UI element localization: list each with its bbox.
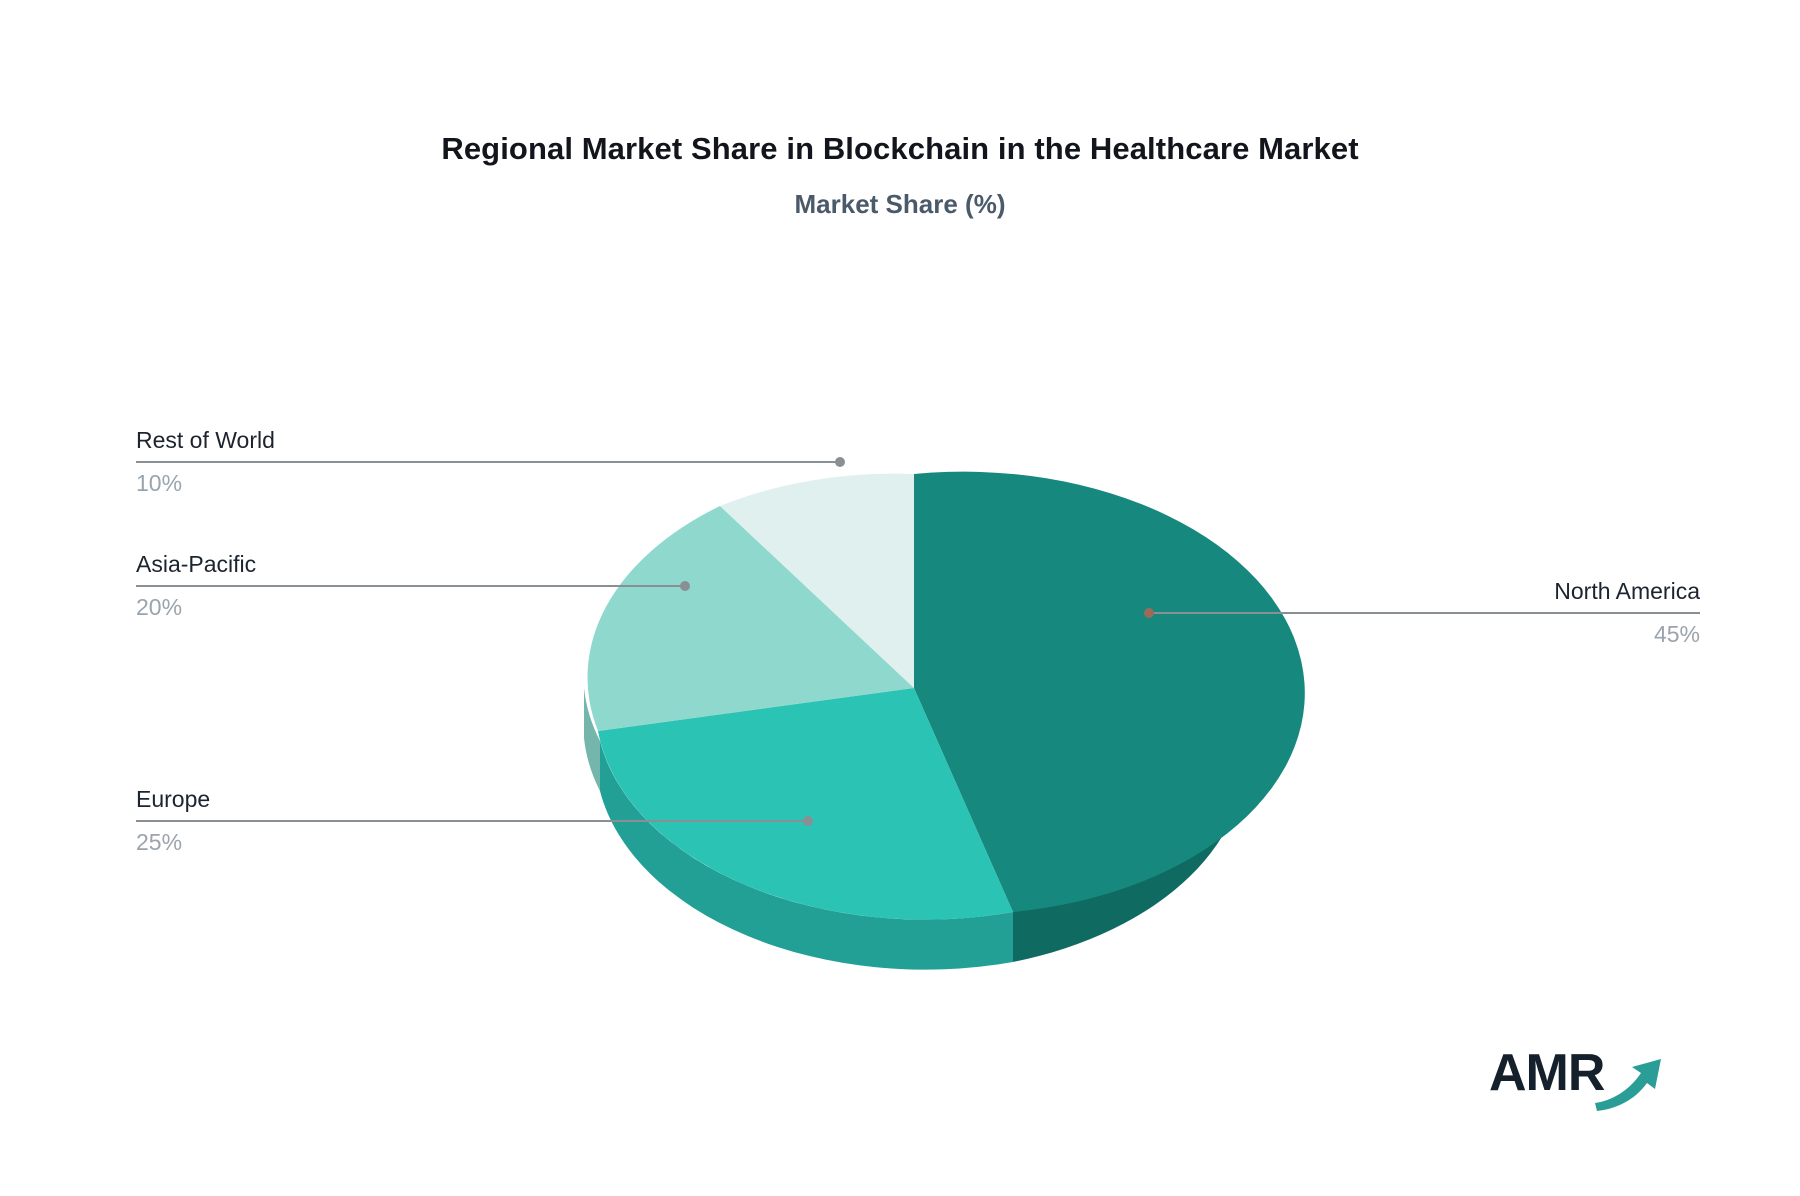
slice-side-europe bbox=[600, 741, 1013, 970]
leader-lines bbox=[136, 457, 1700, 826]
slice-europe[interactable] bbox=[598, 688, 1013, 920]
label-value-north-america: 45% bbox=[1654, 621, 1700, 647]
chart-title: Regional Market Share in Blockchain in t… bbox=[441, 131, 1359, 166]
amr-logo: AMR bbox=[1489, 1037, 1669, 1117]
pie-slices bbox=[587, 471, 1305, 920]
label-value-rest-of-world: 10% bbox=[136, 470, 182, 496]
slice-side-asia-pacific bbox=[584, 688, 600, 791]
leader-dot-asia-pacific bbox=[680, 581, 690, 591]
label-value-asia-pacific: 20% bbox=[136, 594, 182, 620]
label-name-europe: Europe bbox=[136, 786, 210, 812]
leader-dot-north-america bbox=[1144, 608, 1154, 618]
chart-subtitle: Market Share (%) bbox=[794, 189, 1006, 219]
leader-dot-europe bbox=[803, 816, 813, 826]
slice-asia-pacific[interactable] bbox=[587, 506, 914, 731]
label-name-north-america: North America bbox=[1554, 578, 1700, 604]
label-name-asia-pacific: Asia-Pacific bbox=[136, 551, 256, 577]
leader-dot-rest-of-world bbox=[835, 457, 845, 467]
growth-arrow-icon bbox=[1595, 1059, 1661, 1111]
slice-labels: Rest of World 10% Asia-Pacific 20% Europ… bbox=[136, 427, 1700, 855]
label-value-europe: 25% bbox=[136, 829, 182, 855]
slice-rest-of-world[interactable] bbox=[720, 473, 914, 688]
slice-north-america[interactable] bbox=[914, 471, 1305, 912]
amr-logo-text: AMR bbox=[1489, 1044, 1605, 1102]
label-name-rest-of-world: Rest of World bbox=[136, 427, 275, 453]
